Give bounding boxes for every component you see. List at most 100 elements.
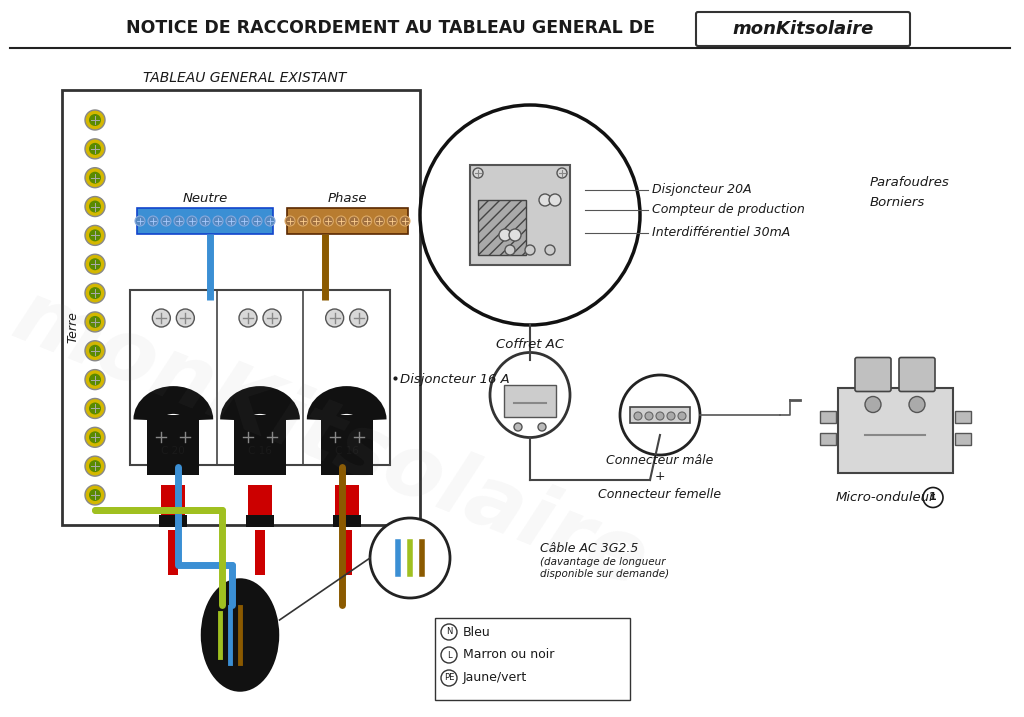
Text: Coffret AC: Coffret AC: [496, 338, 564, 351]
Bar: [342, 530, 351, 575]
Circle shape: [89, 171, 101, 184]
Circle shape: [667, 412, 675, 420]
Circle shape: [285, 216, 295, 226]
Text: Terre: Terre: [67, 312, 80, 343]
Circle shape: [85, 456, 105, 476]
Bar: [838, 387, 952, 473]
Circle shape: [85, 341, 105, 361]
Text: Borniers: Borniers: [870, 196, 926, 209]
Circle shape: [153, 428, 170, 446]
Text: Disjoncteur 16 A: Disjoncteur 16 A: [400, 374, 510, 386]
Circle shape: [89, 143, 101, 155]
Circle shape: [678, 412, 686, 420]
Circle shape: [441, 624, 457, 640]
Text: monKitsolaire: monKitsolaire: [732, 20, 873, 38]
Circle shape: [187, 216, 197, 226]
Circle shape: [89, 489, 101, 501]
Circle shape: [545, 245, 555, 255]
Circle shape: [213, 216, 223, 226]
Text: Neutre: Neutre: [182, 191, 227, 204]
Circle shape: [85, 427, 105, 447]
Circle shape: [85, 283, 105, 303]
Circle shape: [176, 309, 195, 327]
Circle shape: [441, 670, 457, 686]
Circle shape: [89, 316, 101, 328]
Circle shape: [89, 460, 101, 473]
Circle shape: [645, 412, 653, 420]
Circle shape: [400, 216, 410, 226]
Bar: [130, 290, 390, 465]
Circle shape: [499, 229, 511, 241]
Circle shape: [387, 216, 397, 226]
Text: Marron ou noir: Marron ou noir: [463, 648, 554, 662]
Circle shape: [420, 105, 640, 325]
Bar: [255, 530, 265, 575]
Text: Connecteur mâle
+
Connecteur femelle: Connecteur mâle + Connecteur femelle: [598, 453, 722, 500]
Circle shape: [89, 201, 101, 212]
Bar: [168, 530, 178, 575]
Circle shape: [85, 110, 105, 130]
Circle shape: [634, 412, 642, 420]
Bar: [147, 415, 200, 475]
FancyBboxPatch shape: [696, 12, 910, 46]
Circle shape: [349, 428, 368, 446]
Circle shape: [89, 258, 101, 270]
Circle shape: [89, 114, 101, 126]
Bar: [504, 385, 556, 417]
Circle shape: [252, 216, 262, 226]
Circle shape: [324, 216, 334, 226]
Text: N: N: [445, 627, 453, 637]
Text: Câble AC 3G2.5: Câble AC 3G2.5: [540, 541, 638, 554]
Text: Micro-onduleur: Micro-onduleur: [836, 491, 935, 504]
Circle shape: [153, 309, 170, 327]
Circle shape: [239, 309, 257, 327]
Bar: [162, 485, 185, 515]
Text: monKitsolaire: monKitsolaire: [1, 275, 658, 605]
Circle shape: [89, 402, 101, 414]
Circle shape: [620, 375, 700, 455]
Bar: [62, 90, 420, 525]
Circle shape: [135, 216, 145, 226]
Circle shape: [85, 225, 105, 245]
Circle shape: [85, 370, 105, 389]
Bar: [470, 165, 570, 265]
Bar: [435, 618, 630, 700]
Text: 1: 1: [929, 493, 937, 503]
Circle shape: [89, 287, 101, 299]
Circle shape: [473, 168, 483, 178]
Circle shape: [505, 245, 515, 255]
Bar: [819, 433, 836, 445]
Text: Compteur de production: Compteur de production: [652, 204, 805, 217]
Circle shape: [370, 518, 450, 598]
Text: NOTICE DE RACCORDEMENT AU TABLEAU GENERAL DE: NOTICE DE RACCORDEMENT AU TABLEAU GENERA…: [126, 19, 654, 37]
Text: PE: PE: [443, 673, 455, 683]
Text: L: L: [446, 650, 452, 660]
Circle shape: [85, 168, 105, 188]
Text: C 20: C 20: [162, 446, 185, 456]
Text: Jaune/vert: Jaune/vert: [463, 672, 527, 685]
Bar: [248, 485, 272, 515]
Bar: [333, 515, 360, 527]
Circle shape: [161, 216, 171, 226]
Circle shape: [361, 216, 372, 226]
Circle shape: [514, 423, 522, 431]
Circle shape: [539, 194, 551, 206]
Circle shape: [326, 309, 344, 327]
Circle shape: [263, 309, 281, 327]
Circle shape: [85, 196, 105, 217]
Text: TABLEAU GENERAL EXISTANT: TABLEAU GENERAL EXISTANT: [143, 71, 347, 85]
Circle shape: [557, 168, 567, 178]
Circle shape: [375, 216, 384, 226]
Circle shape: [441, 647, 457, 663]
Text: Bleu: Bleu: [463, 625, 490, 639]
FancyBboxPatch shape: [855, 358, 891, 391]
Circle shape: [85, 312, 105, 332]
Text: Parafoudres: Parafoudres: [870, 176, 949, 189]
Circle shape: [85, 485, 105, 505]
Text: Interdifférentiel 30mA: Interdifférentiel 30mA: [652, 227, 791, 239]
Circle shape: [89, 345, 101, 357]
Bar: [954, 433, 971, 445]
Circle shape: [89, 374, 101, 386]
Circle shape: [265, 216, 275, 226]
Circle shape: [174, 216, 184, 226]
